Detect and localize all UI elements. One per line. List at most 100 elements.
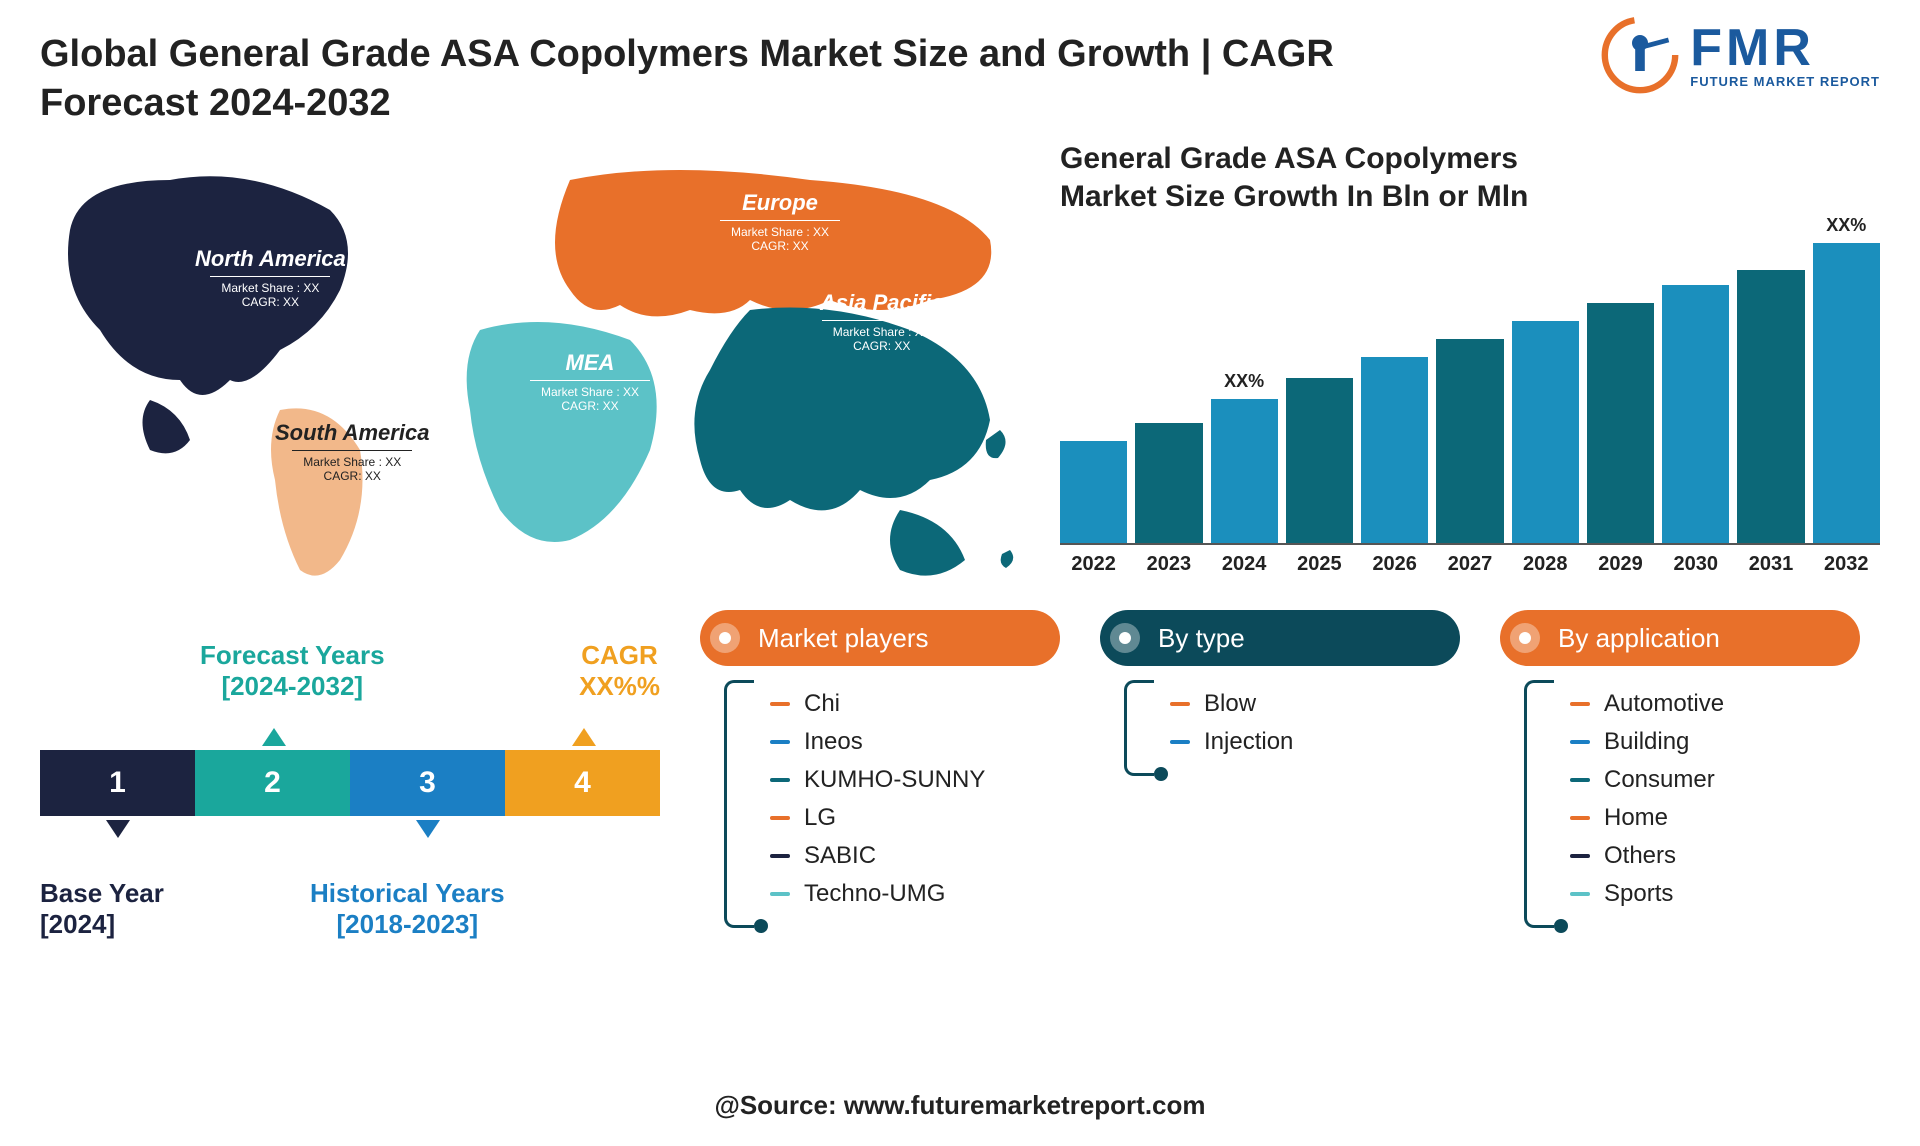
- chart-title: General Grade ASA Copolymers Market Size…: [1060, 140, 1580, 215]
- list-item-label: Blow: [1204, 690, 1256, 718]
- timeline-base-label: Base Year[2024]: [40, 878, 164, 940]
- by-application-column: By application AutomotiveBuildingConsume…: [1500, 610, 1860, 666]
- timeline-forecast-label: Forecast Years[2024-2032]: [200, 640, 385, 702]
- bar-2032: XX%: [1813, 243, 1880, 543]
- by-application-pill: By application: [1500, 610, 1860, 666]
- arrow-down-icon: [106, 820, 130, 838]
- by-type-pill: By type: [1100, 610, 1460, 666]
- by-application-list: Automotive Building Consumer Home Others Spor…: [1570, 690, 1724, 908]
- list-item-label: Chi: [804, 690, 840, 718]
- bar-2027: [1436, 339, 1503, 543]
- arrow-up-icon: [262, 728, 286, 746]
- logo-text-fmr: FMR: [1690, 22, 1880, 74]
- tick-icon: [1570, 854, 1590, 858]
- tick-icon: [770, 778, 790, 782]
- bar-2030: [1662, 285, 1729, 543]
- list-item: Techno-UMG: [770, 880, 985, 908]
- pill-title: By type: [1158, 623, 1245, 654]
- bracket-icon: [1124, 680, 1154, 776]
- bar-2028: [1512, 321, 1579, 543]
- x-tick: 2024: [1211, 553, 1278, 576]
- arrow-up-icon: [572, 728, 596, 746]
- tick-icon: [770, 702, 790, 706]
- tick-icon: [1570, 702, 1590, 706]
- timeline-segment-4: 4: [505, 750, 660, 816]
- list-item-label: Consumer: [1604, 766, 1715, 794]
- tick-icon: [770, 854, 790, 858]
- fmr-logo: FMR FUTURE MARKET REPORT: [1600, 15, 1880, 95]
- list-item: Chi: [770, 690, 985, 718]
- logo-text-sub: FUTURE MARKET REPORT: [1690, 74, 1880, 89]
- chart-x-axis: 2022 2023 2024 2025 2026 2027 2028 2029 2030 2031…: [1060, 545, 1880, 576]
- list-item-label: Ineos: [804, 728, 863, 756]
- bar-2029: [1587, 303, 1654, 543]
- timeline-hist-label: Historical Years[2018-2023]: [310, 878, 505, 940]
- x-tick: 2030: [1662, 553, 1729, 576]
- timeline-bar: 1234: [40, 750, 660, 816]
- bar-2031: [1737, 270, 1804, 543]
- arrow-down-icon: [416, 820, 440, 838]
- list-item-label: SABIC: [804, 842, 876, 870]
- list-item: Home: [1570, 804, 1724, 832]
- list-item: Sports: [1570, 880, 1724, 908]
- bar-2025: [1286, 378, 1353, 543]
- market-players-list: Chi Ineos KUMHO-SUNNY LG SABIC Techno-UMG: [770, 690, 985, 908]
- list-item: Injection: [1170, 728, 1293, 756]
- bracket-icon: [1524, 680, 1554, 928]
- bar-2023: [1135, 423, 1202, 543]
- world-map: North AmericaMarket Share : XXCAGR: XXSo…: [30, 150, 1030, 590]
- tick-icon: [1570, 892, 1590, 896]
- list-item-label: Techno-UMG: [804, 880, 945, 908]
- pill-title: Market players: [758, 623, 929, 654]
- tick-icon: [1570, 778, 1590, 782]
- bar-annotation: XX%: [1224, 371, 1264, 392]
- list-item: LG: [770, 804, 985, 832]
- list-item-label: Building: [1604, 728, 1689, 756]
- tick-icon: [770, 740, 790, 744]
- tick-icon: [770, 816, 790, 820]
- bar-2024: XX%: [1211, 399, 1278, 543]
- list-item: Building: [1570, 728, 1724, 756]
- market-players-column: Market players ChiIneosKUMHO-SUNNYLGSABI…: [700, 610, 1060, 666]
- list-item-label: Automotive: [1604, 690, 1724, 718]
- by-type-column: By type BlowInjection: [1100, 610, 1460, 666]
- fmr-logo-icon: [1600, 15, 1680, 95]
- tick-icon: [1170, 702, 1190, 706]
- list-item-label: Others: [1604, 842, 1676, 870]
- x-tick: 2028: [1512, 553, 1579, 576]
- list-item-label: Home: [1604, 804, 1668, 832]
- list-item: Ineos: [770, 728, 985, 756]
- x-tick: 2023: [1135, 553, 1202, 576]
- timeline-cagr-label: CAGRXX%%: [579, 640, 660, 702]
- x-tick: 2027: [1436, 553, 1503, 576]
- bar-annotation: XX%: [1826, 215, 1866, 236]
- pill-dot-icon: [1110, 623, 1140, 653]
- tick-icon: [1570, 816, 1590, 820]
- bracket-icon: [724, 680, 754, 928]
- page-title: Global General Grade ASA Copolymers Mark…: [40, 30, 1440, 129]
- list-item: Consumer: [1570, 766, 1724, 794]
- x-tick: 2025: [1286, 553, 1353, 576]
- list-item: KUMHO-SUNNY: [770, 766, 985, 794]
- source-attribution: @Source: www.futuremarketreport.com: [714, 1090, 1205, 1121]
- list-item-label: KUMHO-SUNNY: [804, 766, 985, 794]
- list-item: Others: [1570, 842, 1724, 870]
- x-tick: 2032: [1813, 553, 1880, 576]
- list-item-label: LG: [804, 804, 836, 832]
- x-tick: 2022: [1060, 553, 1127, 576]
- tick-icon: [1570, 740, 1590, 744]
- list-item-label: Injection: [1204, 728, 1293, 756]
- study-period-timeline: Forecast Years[2024-2032] CAGRXX%% 1234 …: [40, 640, 660, 940]
- list-item: Blow: [1170, 690, 1293, 718]
- list-item: Automotive: [1570, 690, 1724, 718]
- tick-icon: [1170, 740, 1190, 744]
- market-size-bar-chart: General Grade ASA Copolymers Market Size…: [1060, 140, 1880, 580]
- x-tick: 2026: [1361, 553, 1428, 576]
- bar-2026: [1361, 357, 1428, 543]
- x-tick: 2029: [1587, 553, 1654, 576]
- list-item: SABIC: [770, 842, 985, 870]
- bar-2022: [1060, 441, 1127, 543]
- x-tick: 2031: [1737, 553, 1804, 576]
- pill-dot-icon: [1510, 623, 1540, 653]
- by-type-list: Blow Injection: [1170, 690, 1293, 756]
